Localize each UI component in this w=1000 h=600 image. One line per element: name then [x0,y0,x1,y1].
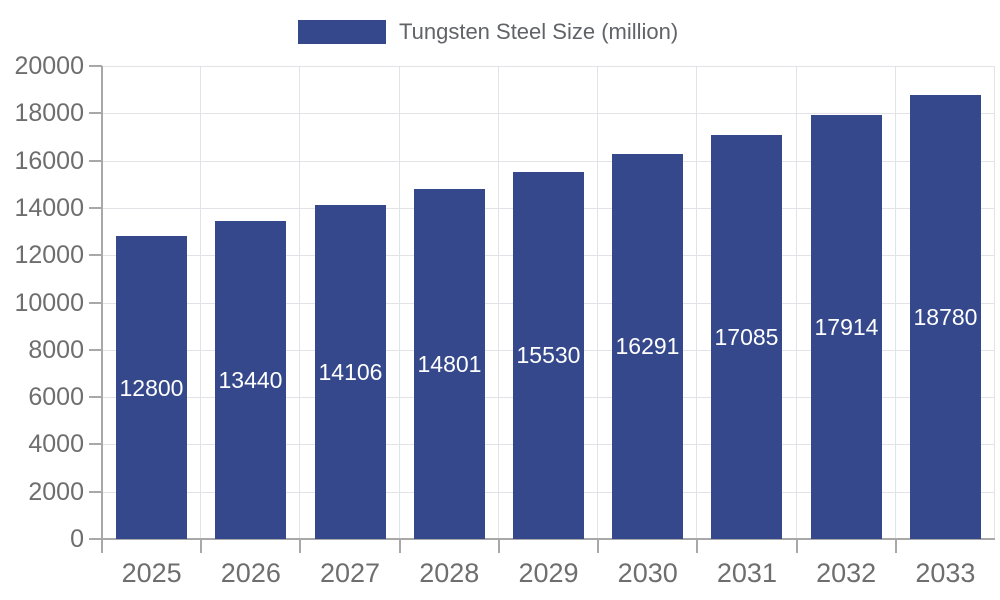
bar[interactable]: 18780 [910,94,981,539]
x-axis-tick [399,539,401,553]
y-tick-label: 2000 [28,477,84,506]
h-gridline [102,160,995,162]
x-axis-tick [101,539,103,553]
y-tick-label: 20000 [14,52,84,80]
x-axis-tick [895,539,897,553]
bar[interactable]: 12800 [116,236,187,539]
x-axis-tick [696,539,698,553]
legend-swatch-icon [298,20,386,44]
x-axis-tick [796,539,798,553]
y-tick-label: 18000 [14,99,84,128]
legend[interactable]: Tungsten Steel Size (million) [298,19,678,45]
v-gridline [299,66,300,539]
v-gridline [597,66,598,539]
x-tick-label: 2031 [716,558,777,588]
y-axis-tick [89,112,102,115]
y-axis-tick [89,490,102,493]
bar-value-label: 14801 [417,350,482,377]
y-tick-label: 0 [70,525,84,553]
y-tick-label: 6000 [28,383,84,412]
bar-value-label: 17085 [714,323,779,350]
legend-label: Tungsten Steel Size (million) [399,19,679,44]
v-gridline [399,66,400,539]
h-gridline [102,113,995,115]
v-gridline [498,66,499,539]
x-tick-label: 2029 [518,558,579,588]
bar[interactable]: 16291 [612,153,683,539]
y-tick-label: 4000 [28,430,84,459]
bar-value-label: 13440 [218,367,283,394]
y-axis-tick [89,159,102,162]
y-axis-tick [89,348,102,351]
bar[interactable]: 17085 [711,134,782,539]
y-axis-tick [89,538,102,540]
x-tick-label: 2028 [419,558,480,588]
y-axis-tick [89,301,102,304]
v-gridline [696,66,697,539]
x-axis-tick [597,539,599,553]
v-gridline [796,66,797,539]
y-axis-tick [89,254,102,257]
x-axis-tick [200,539,202,553]
y-axis-tick [89,206,102,209]
x-axis-tick [498,539,500,553]
bar[interactable]: 17914 [811,115,882,539]
y-tick-label: 10000 [14,288,84,317]
bar[interactable]: 14801 [414,188,485,539]
x-tick-label: 2032 [816,558,877,588]
bar[interactable]: 14106 [315,205,386,539]
y-tick-label: 8000 [28,335,84,364]
y-axis-line [101,66,103,553]
y-tick-label: 14000 [14,193,84,222]
y-axis-tick [89,65,102,67]
y-tick-label: 16000 [14,146,84,175]
x-tick-label: 2026 [220,558,281,588]
bar-value-label: 12800 [119,374,184,401]
y-tick-label: 12000 [14,241,84,270]
v-gridline [895,66,896,539]
bar[interactable]: 13440 [215,221,286,539]
bar-value-label: 16291 [615,333,680,360]
x-axis-line [89,538,995,540]
x-axis-tick [299,539,301,553]
x-tick-label: 2033 [915,558,976,588]
bar-value-label: 18780 [913,303,978,330]
bar[interactable]: 15530 [513,171,584,539]
v-gridline [200,66,201,539]
x-tick-label: 2030 [617,558,678,588]
plot-area: 12800 13440 14106 14801 15530 16291 17085 17914… [89,65,995,553]
y-axis-tick [89,396,102,399]
y-axis-tick [89,443,102,446]
bar-value-label: 14106 [318,359,383,386]
bar-value-label: 17914 [814,314,879,341]
x-tick-label: 2025 [121,558,182,588]
bar-value-label: 15530 [516,342,581,369]
v-gridline [994,66,995,539]
h-gridline [102,66,995,67]
x-tick-label: 2027 [320,558,381,588]
